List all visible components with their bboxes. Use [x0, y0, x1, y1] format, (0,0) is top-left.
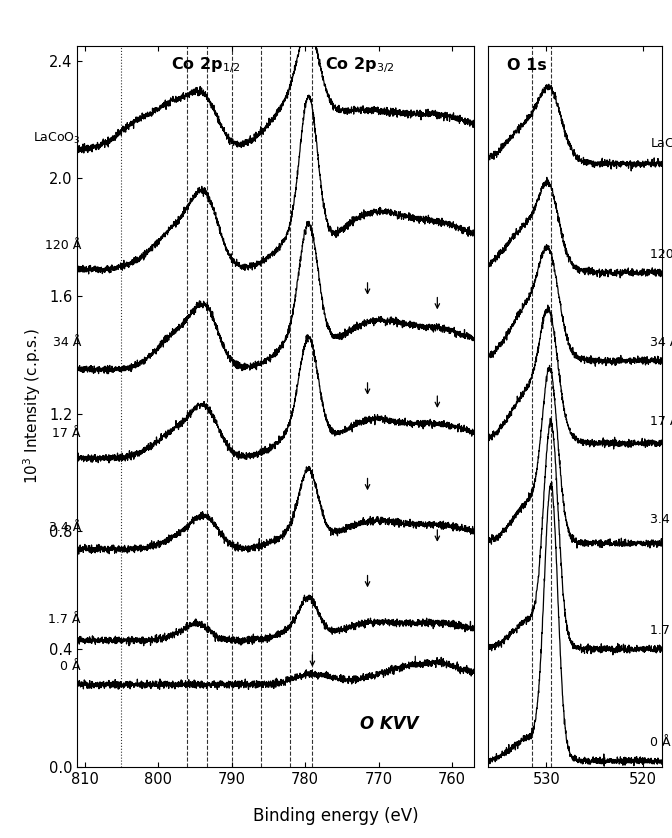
Text: 17 Å: 17 Å	[52, 427, 81, 440]
Text: LaCoO$_3$: LaCoO$_3$	[650, 137, 672, 152]
Text: 1.7 Å: 1.7 Å	[650, 624, 672, 638]
Text: Co 2p$_{3/2}$: Co 2p$_{3/2}$	[325, 55, 395, 75]
Text: 120 Å: 120 Å	[44, 239, 81, 252]
Text: 17 Å: 17 Å	[650, 416, 672, 428]
Text: Co 2p$_{1/2}$: Co 2p$_{1/2}$	[171, 55, 241, 75]
Text: O KVV: O KVV	[360, 715, 419, 732]
Text: 34 Å: 34 Å	[52, 336, 81, 349]
Text: 34 Å: 34 Å	[650, 336, 672, 349]
Text: 3.4 Å: 3.4 Å	[48, 521, 81, 535]
Text: 0 Å: 0 Å	[60, 660, 81, 673]
Text: 1.7 Å: 1.7 Å	[48, 613, 81, 626]
Text: 0 Å: 0 Å	[650, 736, 671, 749]
Y-axis label: $10^3$ Intensity (c.p.s.): $10^3$ Intensity (c.p.s.)	[22, 328, 44, 484]
Text: 120 Å: 120 Å	[650, 248, 672, 261]
Text: LaCoO$_3$: LaCoO$_3$	[33, 131, 81, 146]
Text: O 1s: O 1s	[507, 58, 547, 73]
Text: Binding energy (eV): Binding energy (eV)	[253, 807, 419, 825]
Text: 3.4 Å: 3.4 Å	[650, 513, 672, 525]
